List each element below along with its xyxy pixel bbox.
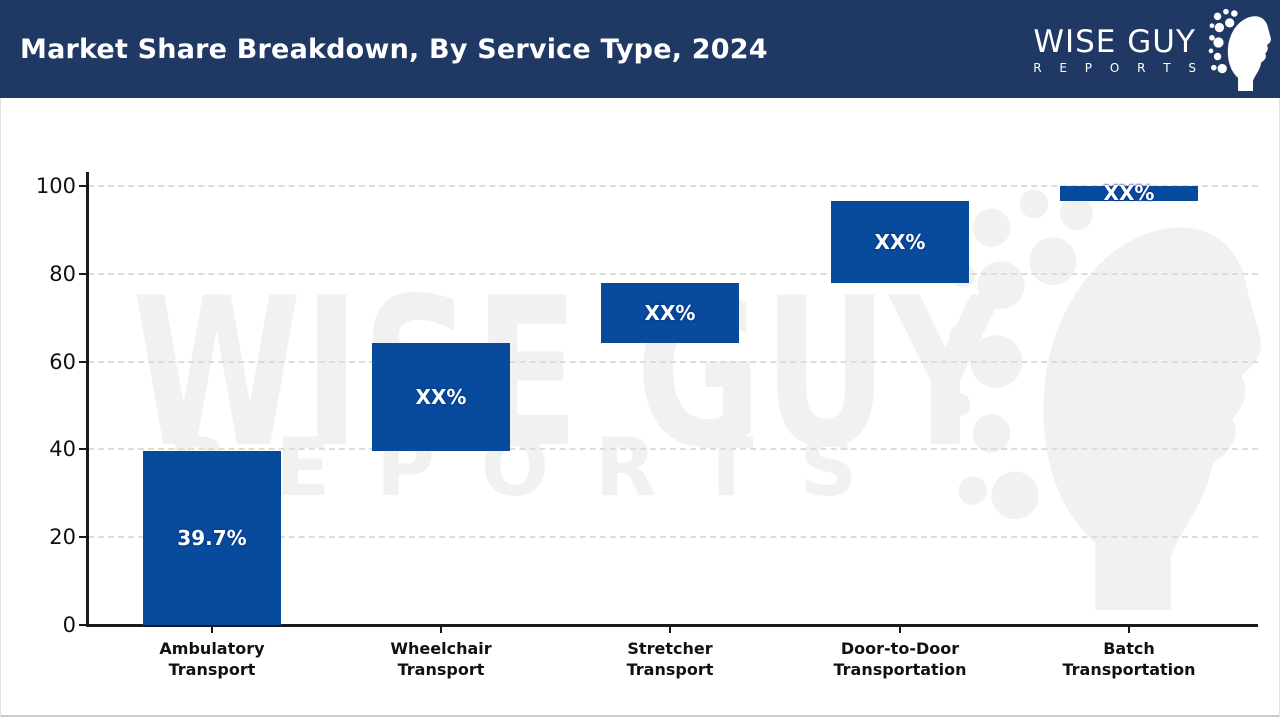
x-axis: [86, 624, 1258, 627]
logo-title: WISE GUY: [1033, 23, 1196, 60]
bar: [143, 450, 281, 625]
y-tick-label: 60: [49, 349, 76, 374]
bar-value-label: XX%: [1103, 181, 1155, 206]
x-tick-mark: [440, 626, 442, 633]
y-tick-label: 80: [49, 261, 76, 286]
y-tick-label: 100: [35, 174, 76, 198]
x-tick-mark: [211, 626, 213, 633]
bar: [1060, 186, 1198, 201]
bar-value-label: XX%: [644, 300, 696, 325]
y-tick-mark: [79, 448, 87, 451]
y-tick-label: 40: [49, 437, 76, 462]
wise-guy-logo: WISE GUY R E P O R T S: [1026, 5, 1272, 93]
bottom-border: [0, 715, 1280, 717]
page-title: Market Share Breakdown, By Service Type,…: [20, 33, 768, 65]
bar: [601, 282, 739, 343]
x-category-label: Batch Transportation: [1062, 639, 1196, 679]
gridline: [88, 536, 1258, 539]
y-tick-mark: [79, 272, 87, 275]
x-tick-mark: [899, 626, 901, 633]
logo-subtitle: R E P O R T S: [1033, 60, 1203, 75]
y-tick-label: 0: [62, 613, 76, 637]
y-axis: [86, 172, 89, 627]
y-tick-mark: [79, 185, 87, 187]
x-tick-mark: [1128, 626, 1130, 633]
x-category-label: Ambulatory Transport: [159, 639, 265, 679]
x-category-label: Stretcher Transport: [626, 639, 714, 679]
bar: [372, 342, 510, 451]
bar-value-label: XX%: [415, 384, 467, 409]
bar-value-label: XX%: [874, 229, 926, 254]
logo-face-icon: [1208, 8, 1271, 91]
y-tick-label: 20: [49, 525, 76, 550]
logo-wordmark: WISE GUY R E P O R T S: [1026, 24, 1203, 75]
y-tick-mark: [79, 536, 87, 539]
left-border: [0, 98, 1, 717]
bar-value-label: 39.7%: [177, 525, 247, 550]
bar: [831, 200, 969, 283]
gridline: [88, 272, 1258, 275]
x-category-label: Door-to-Door Transportation: [833, 639, 967, 679]
gridline: [88, 448, 1258, 451]
gridline: [88, 185, 1258, 187]
gridline: [88, 360, 1258, 363]
header-bar: Market Share Breakdown, By Service Type,…: [0, 0, 1280, 98]
y-tick-mark: [79, 360, 87, 363]
x-category-label: Wheelchair Transport: [390, 639, 492, 679]
x-tick-mark: [669, 626, 671, 633]
y-tick-mark: [79, 624, 87, 626]
